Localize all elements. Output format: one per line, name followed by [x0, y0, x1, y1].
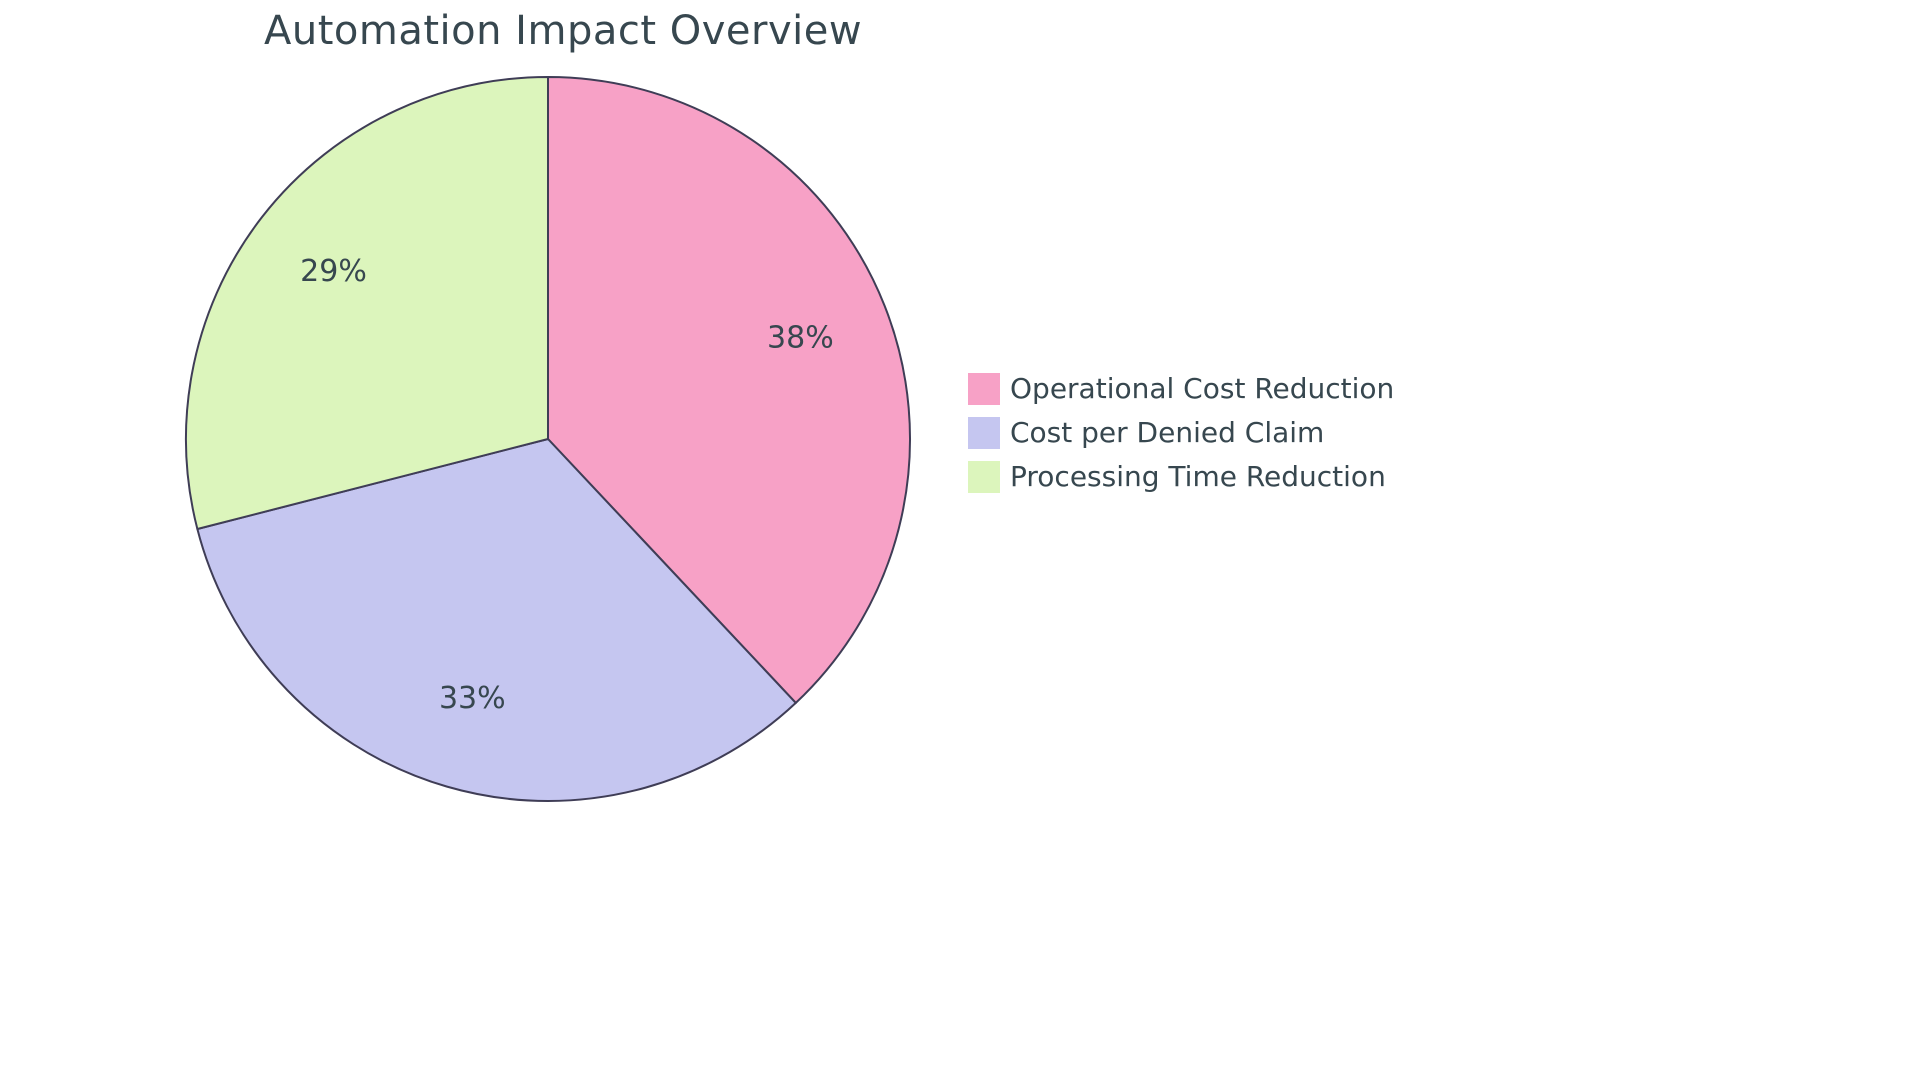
legend-item-operational-cost-reduction: Operational Cost Reduction: [968, 372, 1394, 405]
legend-item-cost-per-denied-claim: Cost per Denied Claim: [968, 416, 1394, 449]
pie-slice-percent-label: 29%: [300, 254, 367, 289]
pie-slice-percent-label: 33%: [439, 681, 506, 716]
legend-swatch: [968, 372, 1000, 405]
chart-legend: Operational Cost Reduction Cost per Denie…: [968, 372, 1394, 493]
pie-slice-processing-time-reduction: [185, 76, 549, 531]
legend-label: Processing Time Reduction: [1010, 460, 1386, 493]
legend-item-processing-time-reduction: Processing Time Reduction: [968, 460, 1394, 493]
legend-swatch: [968, 416, 1000, 449]
chart-title: Automation Impact Overview: [264, 8, 863, 54]
pie-chart: 38% 33% 29%: [185, 76, 911, 802]
legend-swatch: [968, 460, 1000, 493]
legend-label: Operational Cost Reduction: [1010, 372, 1395, 405]
pie-slice-cost-per-denied-claim: [196, 438, 797, 802]
pie-slice-percent-label: 38%: [767, 321, 834, 356]
pie-slice-operational-cost-reduction: [547, 76, 911, 704]
legend-label: Cost per Denied Claim: [1010, 416, 1325, 449]
